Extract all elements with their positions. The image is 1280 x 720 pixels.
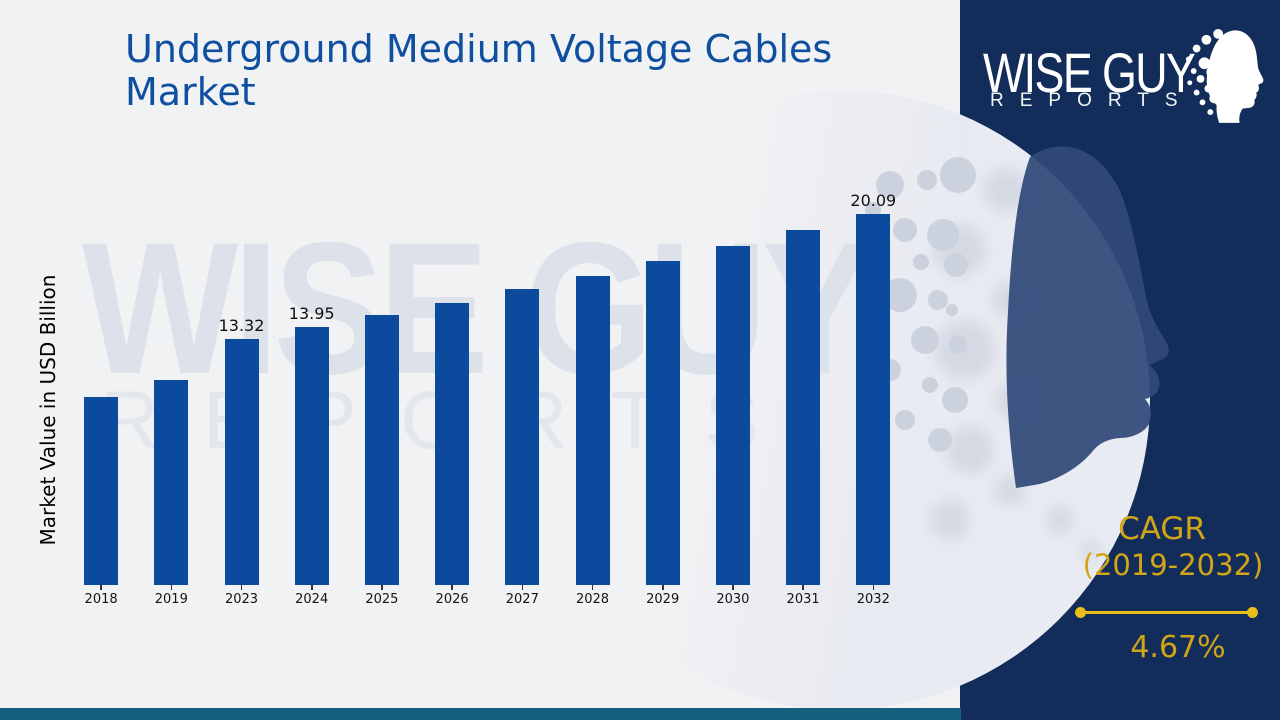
bar-2032: [856, 214, 891, 585]
watermark-dot-15: [922, 377, 938, 393]
circle-blob-7: [930, 500, 970, 540]
footer-accent-bar: [0, 708, 961, 720]
x-tick-2023: [240, 585, 243, 590]
bar-value-label-2032: 20.09: [850, 191, 897, 210]
watermark-dot-12: [911, 326, 939, 354]
y-axis-label: Market Value in USD Billion: [36, 274, 60, 546]
x-label-2023: 2023: [224, 592, 259, 607]
x-label-2024: 2024: [295, 592, 329, 607]
watermark-dot-16: [942, 387, 968, 413]
cagr-line-left-dot: [1075, 607, 1086, 618]
watermark-dot-0: [876, 171, 904, 199]
logo-subtitle: REPORTS: [990, 90, 1194, 111]
bar-2025: [364, 315, 399, 585]
circle-blob-9: [1080, 540, 1100, 560]
watermark-dot-18: [928, 428, 952, 452]
watermark-dot-1: [917, 170, 937, 190]
logo-face-icon: [1185, 28, 1264, 123]
cagr-underline: [1080, 611, 1253, 614]
x-tick-2032: [872, 585, 875, 590]
circle-blob-5: [946, 426, 994, 474]
logo-wordmark: WISE GUY: [983, 41, 1196, 104]
watermark-dot-13: [949, 336, 967, 354]
x-tick-2030: [732, 585, 734, 590]
cagr-line-right-dot: [1247, 607, 1258, 618]
x-label-2025: 2025: [365, 592, 399, 607]
bar-2029: [645, 261, 680, 585]
x-label-2030: 2030: [716, 592, 750, 607]
circle-blob-8: [1046, 506, 1074, 534]
bar-2019: [154, 380, 189, 585]
x-label-2031: 2031: [786, 592, 820, 607]
x-label-2018: 2018: [84, 592, 118, 607]
x-tick-2031: [802, 585, 804, 590]
cagr-value: 4.67%: [1130, 630, 1226, 665]
bar-2030: [715, 246, 750, 585]
bar-value-label-2024: 13.95: [288, 304, 335, 323]
bar-2023: [224, 339, 259, 585]
x-label-2028: 2028: [575, 592, 610, 607]
bar-2027: [505, 289, 540, 585]
watermark-dot-5: [927, 219, 959, 251]
x-tick-2026: [451, 585, 453, 590]
x-tick-2025: [381, 585, 383, 590]
watermark-dot-8: [944, 253, 968, 277]
x-tick-2018: [100, 585, 102, 590]
watermark-dot-17: [895, 410, 915, 430]
x-label-2027: 2027: [505, 592, 539, 607]
watermark-dot-7: [913, 254, 929, 270]
bar-value-label-2023: 13.32: [218, 316, 265, 335]
watermark-dot-4: [893, 218, 917, 242]
x-tick-2024: [311, 585, 313, 590]
x-label-2019: 2019: [154, 592, 188, 607]
cagr-range: (2019-2032): [1082, 548, 1264, 582]
face-profile-watermark-icon: [1006, 146, 1169, 489]
bar-2018: [84, 397, 119, 585]
bar-2024: [294, 327, 329, 585]
cagr-label: CAGR: [1118, 511, 1206, 547]
x-label-2029: 2029: [646, 592, 680, 607]
x-tick-2019: [170, 585, 173, 590]
watermark-dot-2: [940, 157, 976, 193]
x-tick-2027: [521, 585, 523, 590]
page-title: Underground Medium Voltage Cables Market: [125, 27, 833, 114]
bar-2028: [575, 276, 610, 585]
x-tick-2029: [662, 585, 664, 590]
x-label-2032: 2032: [856, 592, 890, 607]
x-tick-2028: [591, 585, 594, 590]
bar-2031: [786, 230, 821, 585]
bar-2026: [435, 303, 470, 585]
watermark-dot-21: [946, 304, 958, 316]
x-label-2026: 2026: [435, 592, 469, 607]
watermark-dot-10: [928, 290, 948, 310]
